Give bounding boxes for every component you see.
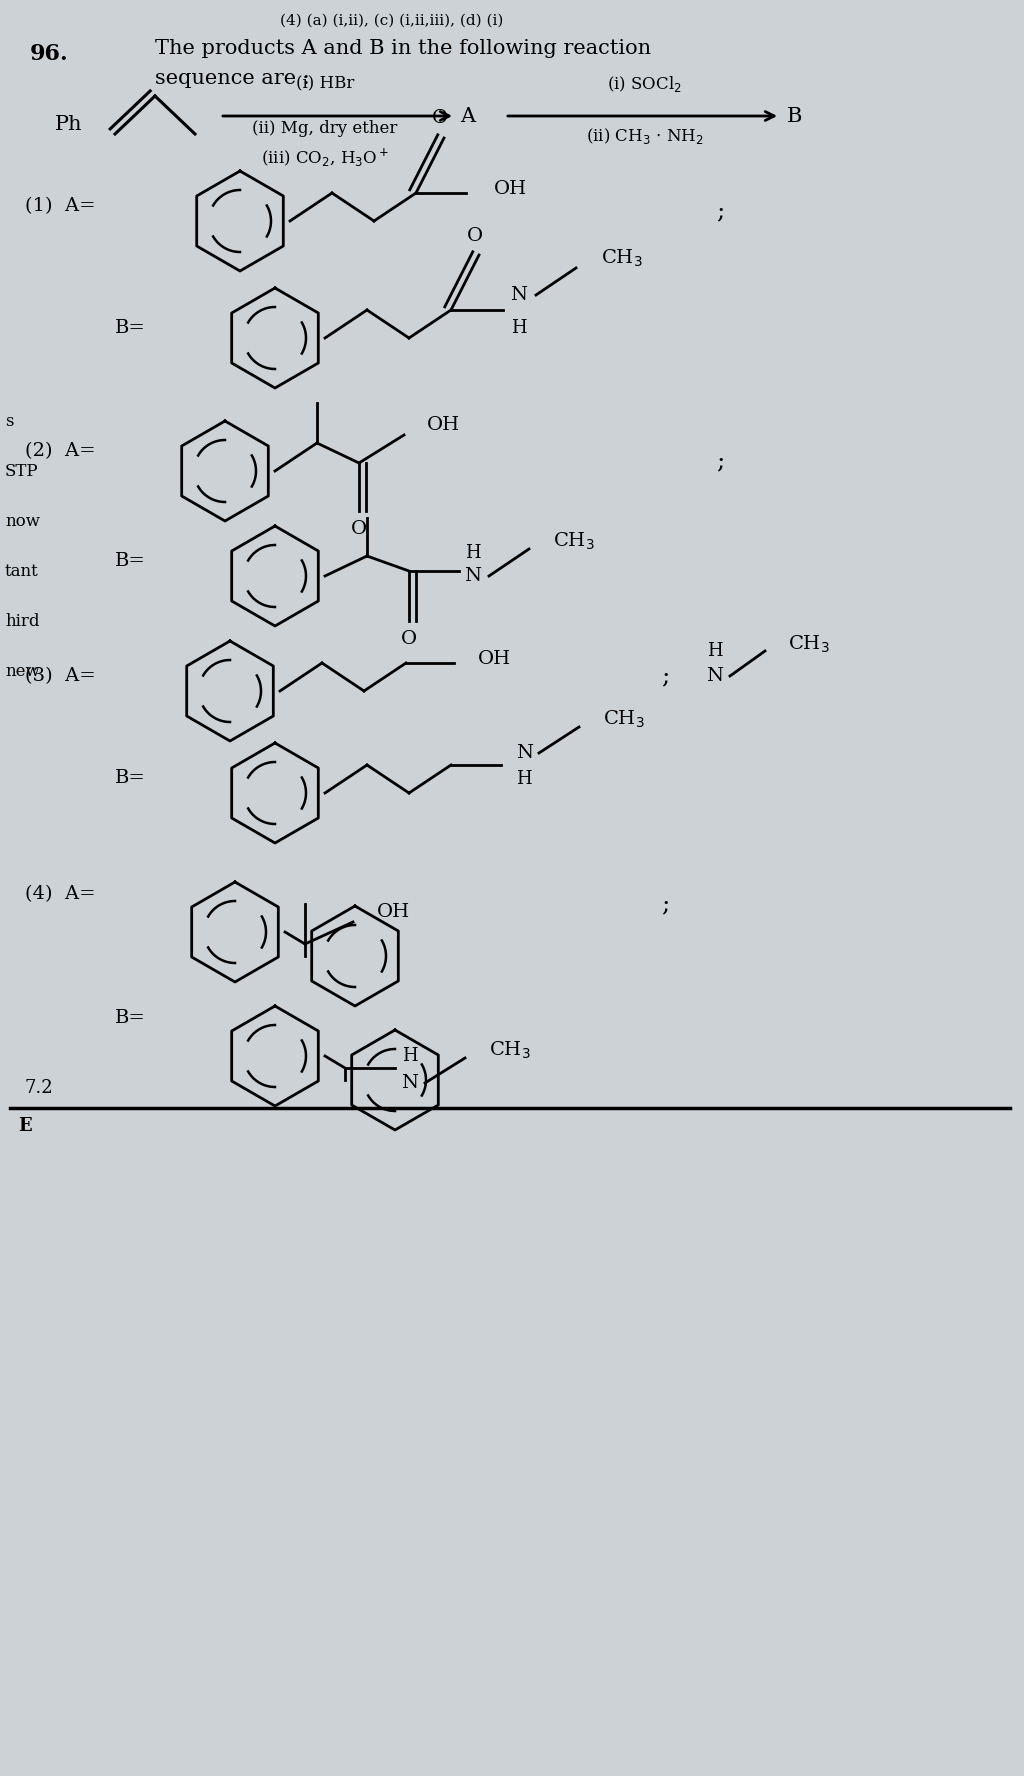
Text: H: H	[465, 543, 481, 561]
Text: (1)  A=: (1) A=	[25, 197, 95, 215]
Text: B=: B=	[115, 552, 145, 570]
Text: (iii) CO$_2$, H$_3$O$^+$: (iii) CO$_2$, H$_3$O$^+$	[261, 147, 389, 169]
Text: OH: OH	[478, 650, 511, 668]
Text: now: now	[5, 513, 40, 529]
Text: N: N	[465, 567, 481, 584]
Text: B=: B=	[115, 1009, 145, 1027]
Text: (i) HBr: (i) HBr	[296, 76, 354, 92]
Text: ;: ;	[716, 449, 724, 472]
Text: (ii) Mg, dry ether: (ii) Mg, dry ether	[252, 119, 397, 137]
Text: 7.2: 7.2	[25, 1080, 53, 1098]
Text: STP: STP	[5, 462, 39, 480]
Text: A: A	[461, 107, 475, 126]
Text: B: B	[787, 107, 803, 126]
Text: CH$_3$: CH$_3$	[788, 634, 829, 655]
Text: CH$_3$: CH$_3$	[489, 1039, 530, 1060]
Text: ;: ;	[716, 199, 724, 222]
Text: N: N	[401, 1074, 419, 1092]
Text: (i) SOCl$_2$: (i) SOCl$_2$	[607, 75, 683, 94]
Text: s: s	[5, 412, 13, 430]
Text: sequence are :: sequence are :	[155, 69, 309, 87]
Text: new: new	[5, 662, 40, 680]
Text: H: H	[708, 641, 723, 661]
Text: O: O	[401, 630, 417, 648]
Text: N: N	[516, 744, 534, 762]
Text: (2)  A=: (2) A=	[25, 442, 95, 460]
Text: OH: OH	[494, 179, 527, 197]
Text: (ii) CH$_3$ $\cdot$ NH$_2$: (ii) CH$_3$ $\cdot$ NH$_2$	[587, 126, 703, 146]
Text: OH: OH	[427, 416, 460, 433]
Text: H: H	[511, 320, 526, 337]
Text: CH$_3$: CH$_3$	[603, 709, 645, 730]
Text: ;: ;	[660, 664, 670, 687]
Text: Ph: Ph	[55, 114, 83, 133]
Text: (3)  A=: (3) A=	[25, 668, 96, 686]
Text: OH: OH	[377, 902, 411, 922]
Text: B=: B=	[115, 769, 145, 787]
Text: CH$_3$: CH$_3$	[553, 531, 595, 552]
Text: E: E	[18, 1117, 32, 1135]
Text: CH$_3$: CH$_3$	[601, 247, 643, 268]
Text: O: O	[351, 520, 367, 538]
Text: 96.: 96.	[30, 43, 69, 66]
Text: tant: tant	[5, 563, 39, 579]
Text: ;: ;	[660, 893, 670, 915]
Text: O: O	[467, 227, 483, 245]
Text: (4) (a) (i,ii), (c) (i,ii,iii), (d) (i): (4) (a) (i,ii), (c) (i,ii,iii), (d) (i)	[280, 14, 504, 28]
Text: H: H	[516, 771, 531, 789]
Text: O: O	[432, 108, 449, 128]
Text: The products A and B in the following reaction: The products A and B in the following re…	[155, 39, 651, 57]
Text: hird: hird	[5, 613, 40, 629]
Text: B=: B=	[115, 320, 145, 337]
Text: N: N	[511, 286, 527, 304]
Text: H: H	[402, 1048, 418, 1066]
Text: N: N	[707, 668, 724, 686]
Text: (4)  A=: (4) A=	[25, 884, 95, 902]
